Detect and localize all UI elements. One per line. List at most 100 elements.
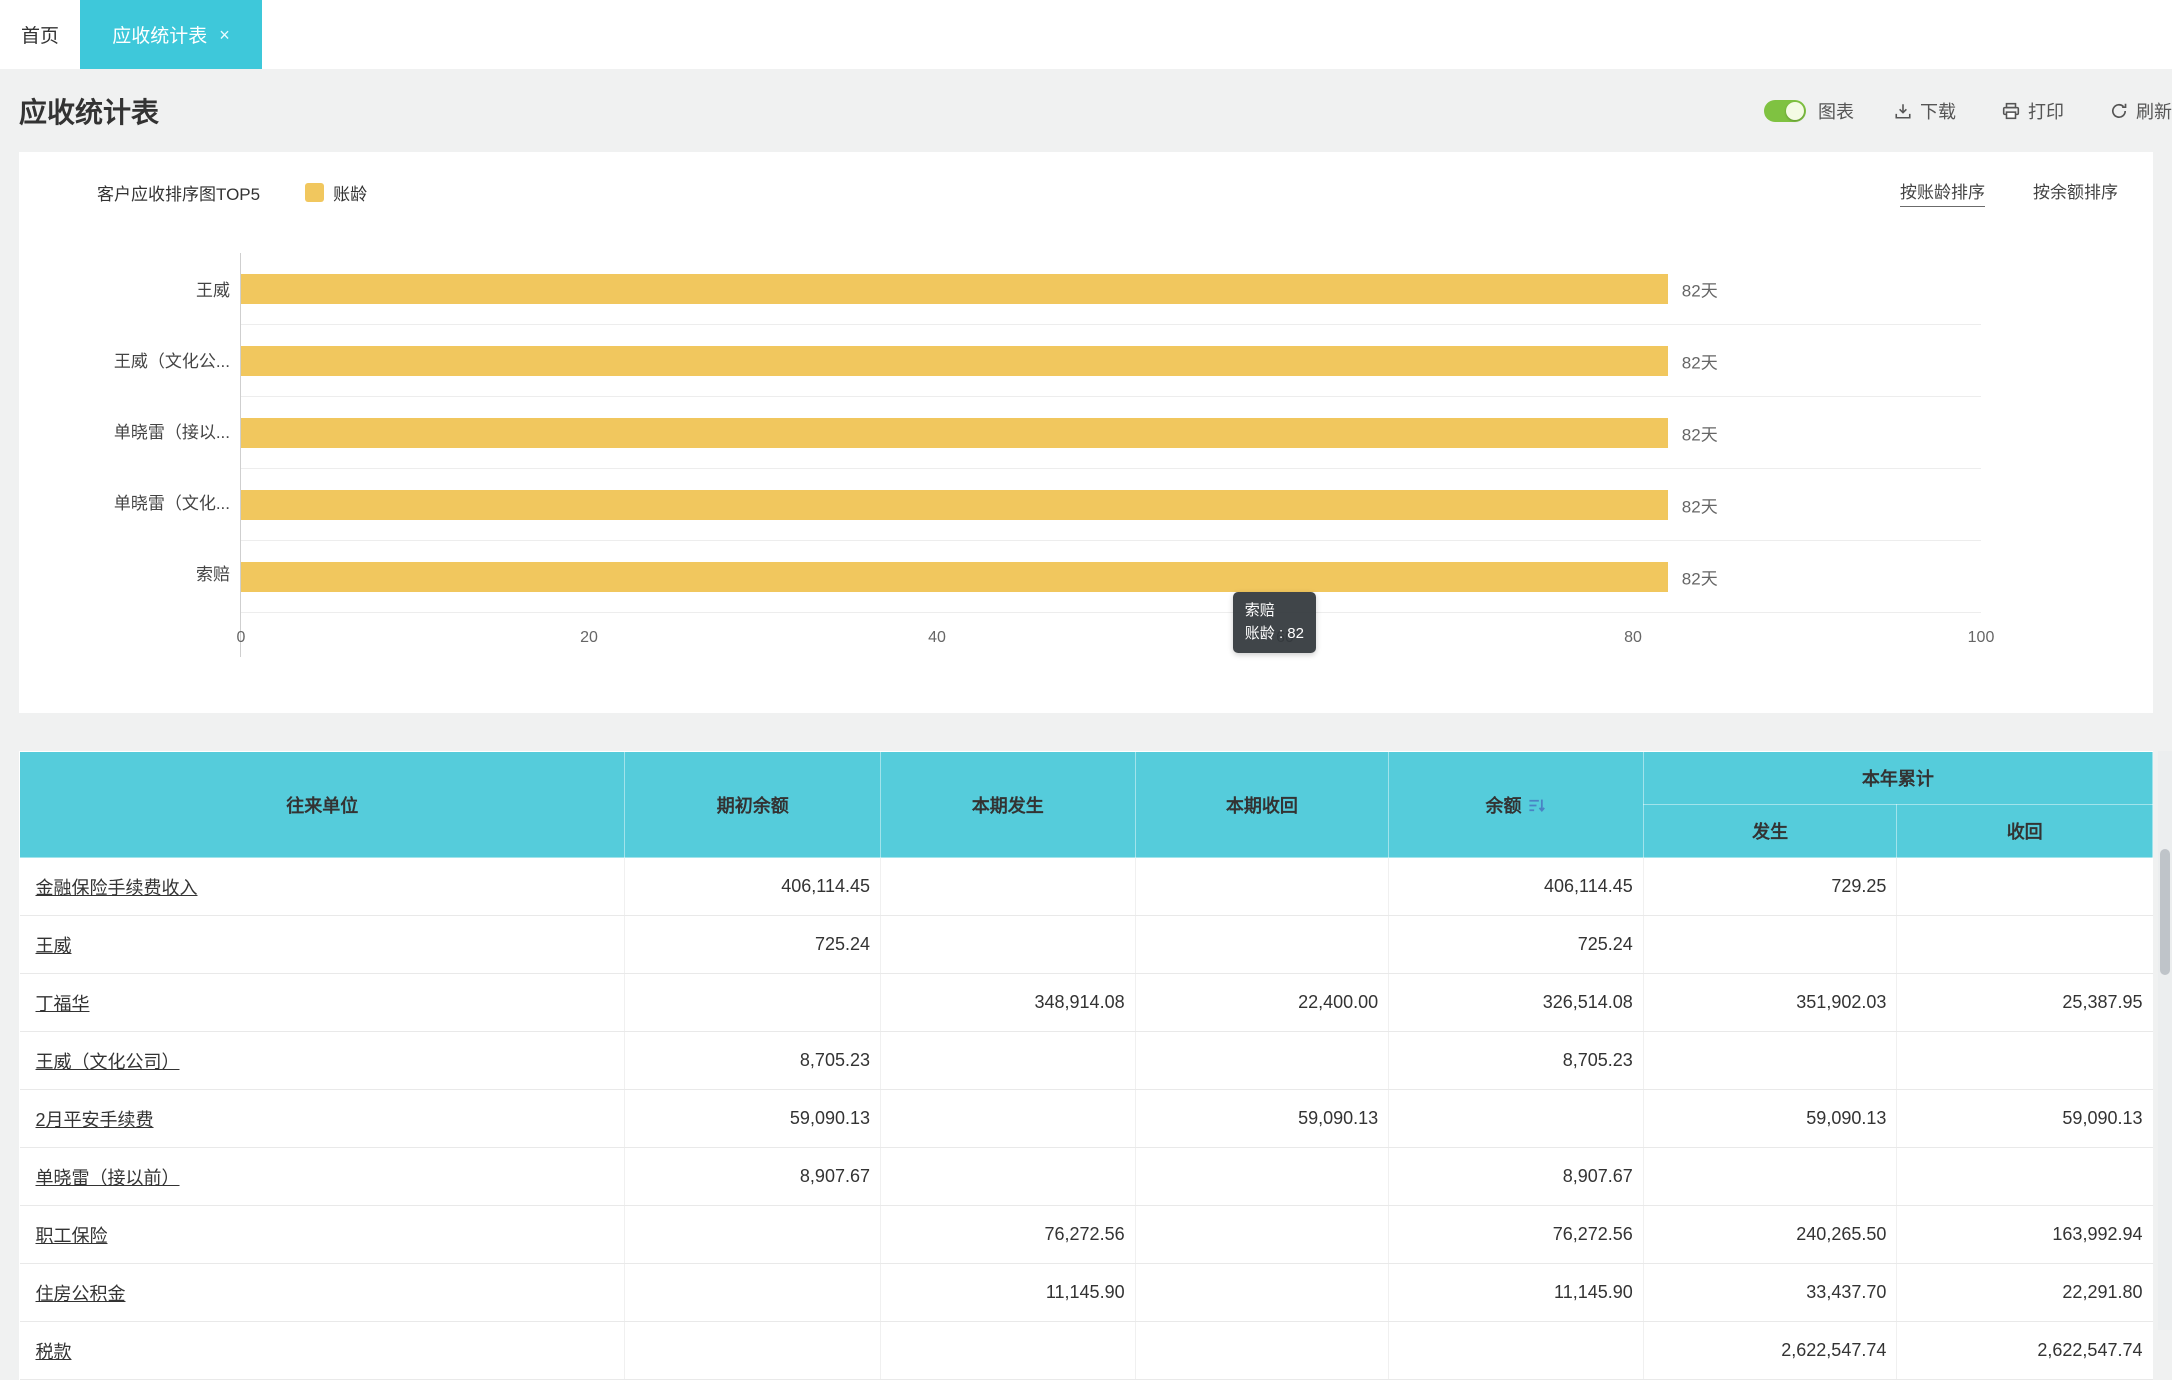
amount-cell: 33,437.70: [1643, 1263, 1898, 1322]
col-header-ytd-credit[interactable]: 收回: [1896, 804, 2153, 858]
col-header-customer[interactable]: 往来单位: [18, 751, 626, 858]
table-row: 王威 725.24 725.24: [19, 915, 2153, 974]
col-header-ytd-debit[interactable]: 发生: [1642, 804, 1898, 858]
amount-cell: [624, 1321, 881, 1380]
customer-link[interactable]: 单晓雷（接以前）: [35, 1167, 180, 1188]
age-bar[interactable]: [241, 561, 1668, 592]
customer-link[interactable]: 王威（文化公司）: [35, 1051, 180, 1072]
amount-cell: 8,907.67: [1388, 1147, 1644, 1206]
print-button[interactable]: 打印: [1996, 97, 2070, 125]
chart-toggle-label: 图表: [1818, 101, 1854, 122]
col-header-opening[interactable]: 期初余额: [624, 751, 881, 858]
download-icon: [1895, 103, 1911, 119]
bar-value-label: 82天: [1681, 497, 1718, 516]
amount-cell: 8,705.23: [1388, 1031, 1644, 1090]
bar-value-label: 82天: [1681, 425, 1718, 444]
chart-sort-links: 按账龄排序 按余额排序: [1900, 178, 2118, 207]
refresh-button[interactable]: 刷新: [2104, 97, 2172, 125]
amount-cell: [880, 857, 1136, 916]
tab-receivable-stats[interactable]: 应收统计表 ×: [80, 0, 262, 69]
amount-cell: 22,400.00: [1135, 973, 1390, 1032]
age-bar[interactable]: [241, 345, 1668, 376]
legend-swatch-icon: [305, 183, 325, 202]
customer-link[interactable]: 金融保险手续费收入: [35, 877, 198, 898]
amount-cell: [1135, 1031, 1390, 1090]
amount-cell: [1643, 1147, 1898, 1206]
amount-cell: 8,705.23: [624, 1031, 881, 1090]
chart-tooltip: 索赔 账龄 : 82: [1232, 592, 1316, 653]
x-tick-label: 80: [1624, 629, 1642, 646]
amount-cell: 2,622,547.74: [1643, 1321, 1898, 1380]
amount-cell: 406,114.45: [1388, 857, 1644, 916]
bar-value-label: 82天: [1681, 353, 1718, 372]
chart-band: 82天: [241, 253, 1981, 325]
amount-cell: [1135, 1147, 1390, 1206]
table-row: 丁福华 348,914.08 22,400.00 326,514.08 351,902.…: [19, 973, 2153, 1032]
col-header-period-credit[interactable]: 本期收回: [1134, 751, 1390, 858]
x-axis: 020406080100: [237, 613, 1995, 657]
chart-toggle[interactable]: [1764, 99, 1806, 122]
table-row: 税款 2,622,547.74 2,622,547.74: [19, 1321, 2153, 1380]
customer-link[interactable]: 丁福华: [35, 993, 90, 1014]
customer-link[interactable]: 2月平安手续费: [35, 1109, 154, 1130]
vertical-scrollbar[interactable]: [2158, 751, 2172, 1330]
amount-cell: [1135, 1205, 1390, 1264]
chart-title: 客户应收排序图TOP5: [97, 185, 261, 204]
customer-link[interactable]: 住房公积金: [35, 1283, 126, 1304]
amount-cell: [1643, 915, 1898, 974]
age-bar[interactable]: [241, 273, 1668, 304]
customer-link[interactable]: 税款: [35, 1341, 72, 1362]
chart-legend[interactable]: 账龄: [305, 180, 367, 205]
scrollbar-thumb[interactable]: [2160, 849, 2170, 975]
amount-cell: 59,090.13: [624, 1089, 881, 1148]
customer-link[interactable]: 职工保险: [35, 1225, 108, 1246]
bar-value-label: 82天: [1681, 281, 1718, 300]
col-header-period-debit[interactable]: 本期发生: [880, 751, 1136, 858]
chart-band: 82天: [241, 397, 1981, 469]
category-label: 王威: [196, 281, 230, 300]
legend-label: 账龄: [333, 185, 368, 204]
amount-cell: 76,272.56: [880, 1205, 1136, 1264]
customer-cell: 职工保险: [19, 1205, 626, 1264]
sort-by-balance-link[interactable]: 按余额排序: [2033, 183, 2118, 202]
age-bar[interactable]: [241, 417, 1668, 448]
amount-cell: 8,907.67: [624, 1147, 881, 1206]
x-tick-label: 100: [1967, 629, 1995, 646]
col-header-ytd-group: 本年累计: [1642, 751, 2154, 805]
close-icon[interactable]: ×: [219, 24, 230, 45]
chart-toggle-group: 图表: [1764, 98, 1854, 124]
table-row: 2月平安手续费 59,090.13 59,090.13 59,090.13 59,090…: [19, 1089, 2153, 1148]
amount-cell: 348,914.08: [880, 973, 1136, 1032]
amount-cell: 11,145.90: [880, 1263, 1136, 1322]
category-axis: 王威 王威（文化公... 单晓雷（接以... 单晓雷（文化... 索赔: [19, 253, 240, 657]
table-row: 单晓雷（接以前） 8,907.67 8,907.67: [19, 1147, 2153, 1206]
chart-band: 82天: [241, 541, 1981, 613]
amount-cell: 163,992.94: [1896, 1205, 2153, 1264]
tab-home[interactable]: 首页: [0, 0, 80, 69]
customer-cell: 住房公积金: [19, 1263, 626, 1322]
age-bar[interactable]: [241, 489, 1668, 520]
category-label: 单晓雷（接以...: [113, 423, 230, 442]
refresh-icon: [2111, 103, 2127, 118]
amount-cell: 2,622,547.74: [1896, 1321, 2153, 1380]
sort-icon[interactable]: [1527, 796, 1546, 815]
col-header-balance[interactable]: 余额: [1388, 751, 1644, 858]
customer-cell: 税款: [19, 1321, 626, 1380]
amount-cell: [880, 915, 1136, 974]
chart-band: 82天: [241, 325, 1981, 397]
amount-cell: [880, 1089, 1136, 1148]
toggle-knob: [1786, 101, 1804, 120]
bar-value-label: 82天: [1681, 569, 1718, 588]
customer-link[interactable]: 王威: [35, 935, 72, 956]
sort-by-age-link[interactable]: 按账龄排序: [1900, 178, 1985, 207]
category-label: 单晓雷（文化...: [113, 494, 230, 513]
amount-cell: [624, 973, 881, 1032]
refresh-label: 刷新: [2136, 101, 2172, 122]
amount-cell: 59,090.13: [1135, 1089, 1390, 1148]
tab-active-label: 应收统计表: [112, 26, 208, 47]
page-title: 应收统计表: [19, 96, 160, 128]
x-tick-label: 40: [928, 629, 946, 646]
download-button[interactable]: 下载: [1888, 97, 1962, 125]
tooltip-title: 索赔: [1244, 602, 1275, 619]
